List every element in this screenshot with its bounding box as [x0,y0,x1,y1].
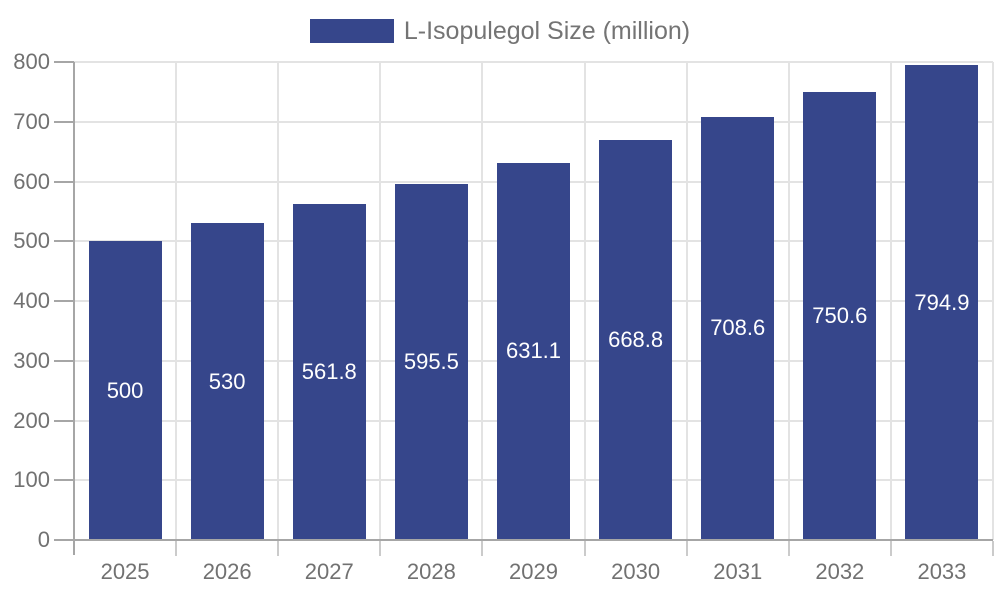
x-tick [379,541,382,556]
y-tick-label: 300 [13,347,50,373]
y-tick [54,180,74,183]
y-tick-label: 0 [37,527,50,552]
gridline-v [379,62,382,540]
bar-value-label: 595.5 [403,349,459,375]
x-tick-label: 2027 [304,559,354,584]
bar-value-label: 631.1 [505,338,562,364]
y-axis-line [73,62,75,555]
bar-2029 [497,162,570,540]
y-tick [54,120,74,123]
y-tick-label: 400 [13,288,50,313]
x-tick [481,541,484,556]
gridline-v [175,62,178,540]
legend[interactable]: L-Isopulegol Size (million) [0,17,1000,45]
y-tick-label: 800 [13,49,50,74]
gridline-v [685,62,688,540]
x-tick-label: 2029 [509,559,558,584]
gridline-h [74,120,993,123]
bar-2025 [88,241,162,540]
bar-2033 [905,65,979,540]
y-tick [54,240,74,243]
x-tick-label: 2033 [917,559,967,584]
y-tick-label: 600 [13,168,50,194]
bar-value-label: 668.8 [608,327,664,353]
gridline-v [481,62,484,540]
y-tick [54,300,74,302]
y-tick-label: 700 [13,108,50,134]
y-tick-label: 200 [13,407,50,433]
gridline-h [74,61,993,63]
bar-value-label: 561.8 [301,359,357,385]
x-axis-line [73,539,993,541]
legend-label: L-Isopulegol Size (million) [403,17,691,45]
x-tick-label: 2028 [406,559,456,584]
x-tick-label: 2032 [815,559,865,584]
x-tick [787,541,790,556]
bar-2027 [292,204,366,540]
bar-value-label: 750.6 [812,302,868,328]
bar-value-label: 500 [106,377,144,403]
bar-2030 [599,140,673,540]
x-tick-label: 2026 [202,559,252,584]
gridline-v [787,62,790,540]
bar-2032 [803,91,877,540]
bar-2026 [190,223,264,540]
x-tick [583,541,586,556]
bar-value-label: 794.9 [914,289,970,315]
bar-value-label: 708.6 [710,315,766,341]
gridline-v [889,62,892,540]
x-tick-label: 2031 [713,559,763,584]
gridline-v [277,62,280,540]
x-tick-label: 2030 [611,559,661,584]
y-tick [54,539,74,541]
bar-value-label: 530 [208,368,246,394]
bar-2028 [394,184,468,540]
legend-swatch [309,19,394,43]
x-tick [277,541,280,556]
x-tick [175,541,178,556]
y-tick [54,61,74,63]
y-tick [54,359,74,362]
bar-2031 [701,116,775,540]
gridline-v [992,62,994,540]
y-tick [54,479,74,482]
x-tick-label: 2025 [100,559,150,584]
x-tick [992,541,994,556]
x-tick [685,541,688,556]
x-tick [889,541,892,556]
y-tick-label: 500 [13,228,50,254]
y-tick-label: 100 [13,467,50,493]
gridline-v [583,62,586,540]
y-tick [54,419,74,422]
